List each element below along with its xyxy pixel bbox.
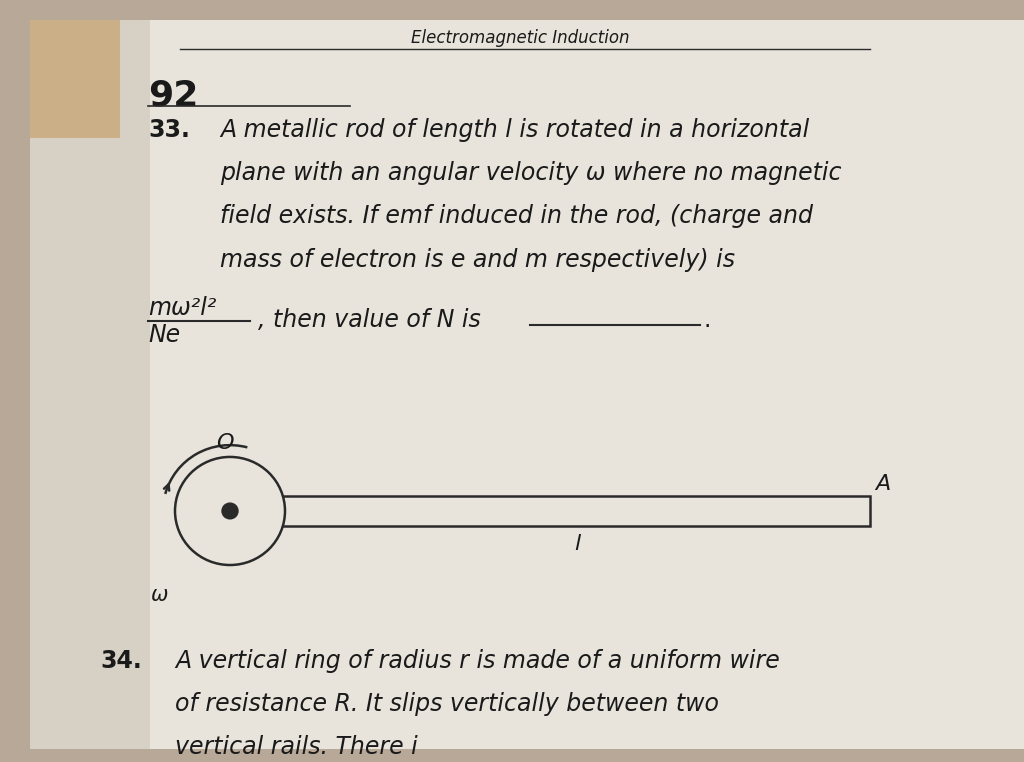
Text: A vertical ring of radius r is made of a uniform wirе: A vertical ring of radius r is made of a… (175, 648, 779, 673)
Text: 92: 92 (148, 78, 199, 113)
Text: mass of electron is e and m respectively) is: mass of electron is e and m respectively… (220, 248, 735, 271)
Text: A: A (874, 474, 890, 495)
Text: plane with an angular velocity ω where no magnetic: plane with an angular velocity ω where n… (220, 161, 842, 185)
Circle shape (175, 457, 285, 565)
Text: Ne: Ne (148, 323, 180, 347)
Bar (30, 20, 120, 138)
Text: 33.: 33. (148, 118, 189, 142)
Circle shape (222, 503, 238, 519)
Text: , then value of N is: , then value of N is (258, 308, 480, 331)
Text: mω²l²: mω²l² (148, 296, 216, 320)
Text: O: O (216, 433, 233, 453)
Text: .: . (703, 308, 711, 331)
Text: l: l (574, 533, 581, 553)
Text: vertical rails. There i: vertical rails. There i (175, 735, 418, 759)
Bar (220, 496, 870, 526)
Text: ω: ω (152, 584, 169, 605)
Text: 34.: 34. (100, 648, 141, 673)
Text: Electromagnetic Induction: Electromagnetic Induction (411, 29, 630, 47)
Text: A metallic rod of length l is rotated in a horizontal: A metallic rod of length l is rotated in… (220, 118, 809, 142)
Text: field exists. If emf induced in the rod, (charge and: field exists. If emf induced in the rod,… (220, 204, 813, 229)
Bar (30, 20, 150, 749)
Text: of resistance R. It slips vertically between twο: of resistance R. It slips vertically bet… (175, 692, 719, 716)
